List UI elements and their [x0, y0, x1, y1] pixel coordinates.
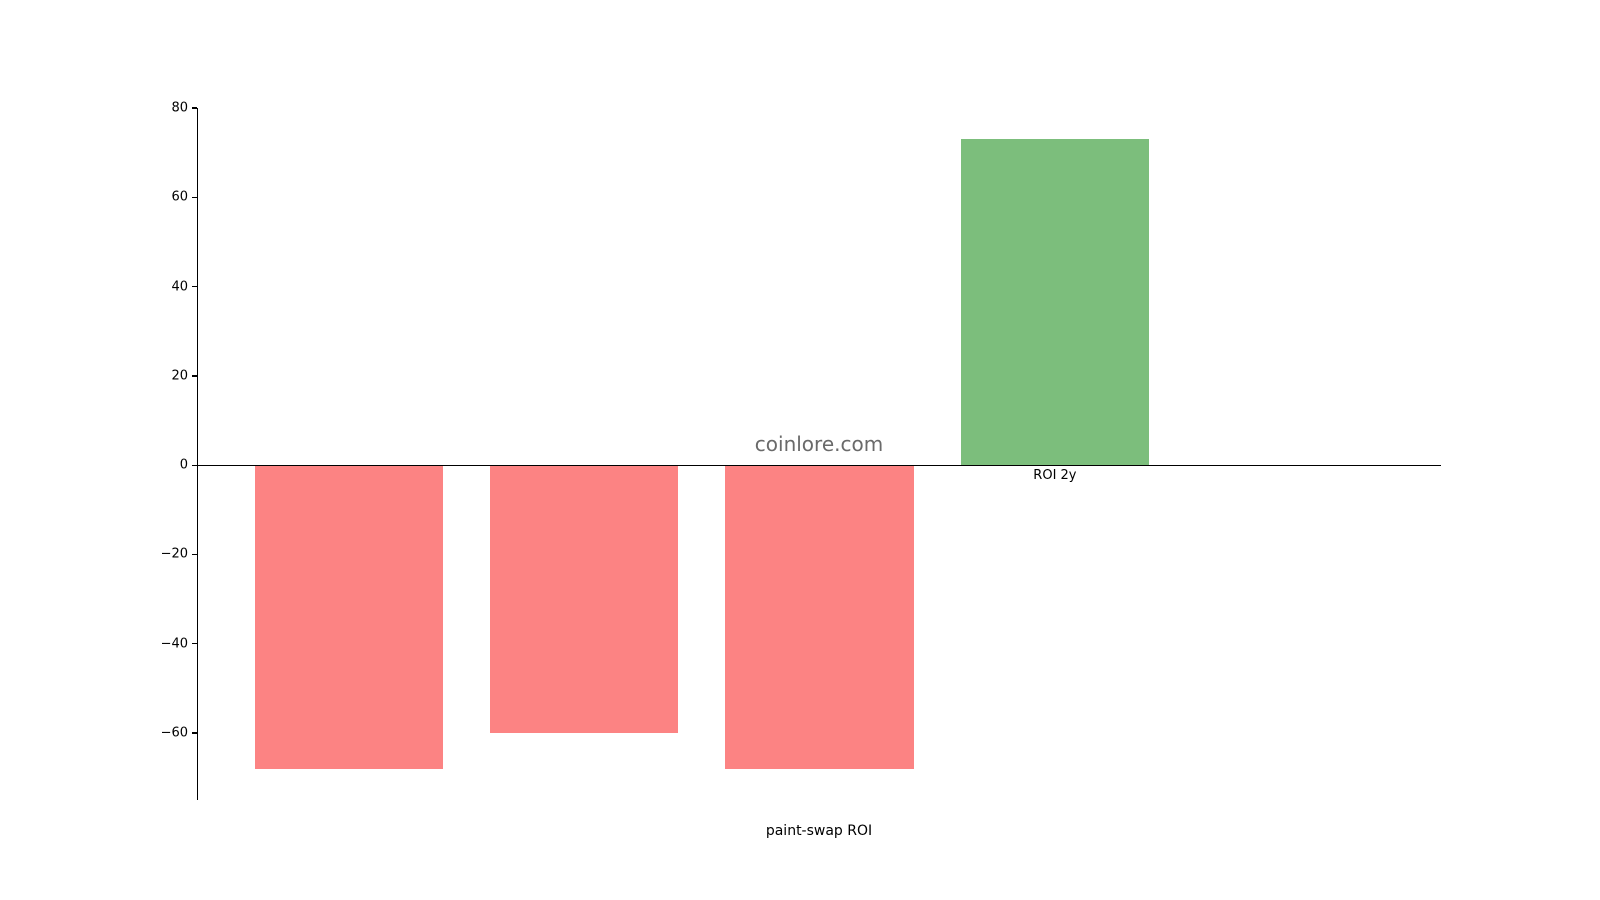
bar-2 [489, 465, 679, 734]
y-tick-label: 40 [171, 279, 188, 295]
y-tick-label: 0 [179, 457, 188, 473]
y-tick-label: 20 [171, 368, 188, 384]
y-tick-mark [191, 643, 197, 645]
watermark: coinlore.com [754, 432, 884, 456]
y-tick-mark [191, 375, 197, 377]
y-tick-mark [191, 285, 197, 288]
y-tick-mark [191, 107, 197, 109]
y-tick-label: 80 [171, 100, 188, 116]
bar-3 [725, 465, 914, 769]
y-tick-label: −20 [160, 546, 188, 562]
x-axis-zero-line [196, 464, 1441, 466]
y-tick-mark [191, 464, 197, 466]
y-tick-label: 60 [171, 189, 188, 205]
bar-4 [960, 139, 1150, 466]
y-tick-label: −40 [160, 636, 188, 652]
x-tick-label: ROI 2y [1033, 468, 1077, 484]
bar-1 [254, 465, 443, 769]
y-tick-label: −60 [160, 725, 188, 741]
y-tick-mark [191, 553, 197, 556]
y-tick-mark [191, 732, 197, 734]
y-tick-mark [191, 196, 197, 198]
x-axis-title: paint-swap ROI [765, 823, 873, 839]
y-axis-line [196, 108, 198, 800]
